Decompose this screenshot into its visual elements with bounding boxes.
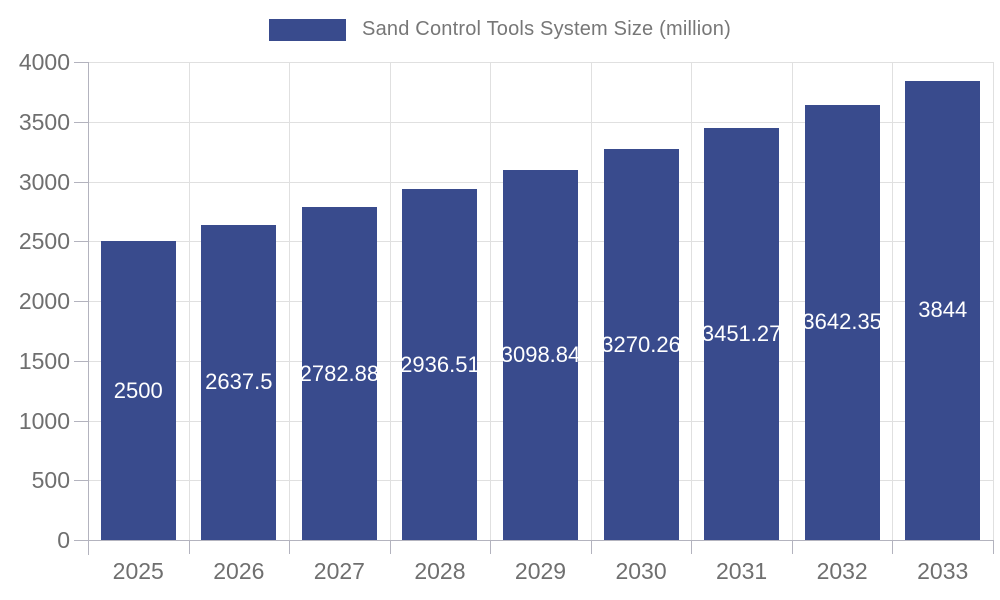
gridline-v <box>590 62 592 540</box>
y-tick <box>74 301 88 302</box>
x-tick <box>993 540 994 554</box>
x-axis-line <box>74 540 994 541</box>
x-tick-label: 2032 <box>816 558 868 584</box>
y-tick-label: 3000 <box>18 168 70 195</box>
x-tick-label: 2028 <box>414 558 466 584</box>
gridline-h <box>88 62 993 63</box>
x-tick-label: 2031 <box>716 558 768 584</box>
gridline-v <box>490 62 492 540</box>
bar: 3270.26 <box>603 149 679 540</box>
gridline-v <box>791 62 793 540</box>
x-tick <box>88 540 89 554</box>
bar: 3451.27 <box>704 127 780 540</box>
x-tick <box>289 540 291 554</box>
y-tick <box>74 540 88 541</box>
bar-value-label: 2637.5 <box>205 369 273 395</box>
gridline-v <box>993 62 994 540</box>
bar: 2500 <box>100 241 176 540</box>
y-tick <box>74 360 88 362</box>
x-tick <box>791 540 793 554</box>
gridline-h <box>88 121 993 123</box>
legend: Sand Control Tools System Size (million) <box>0 18 1000 41</box>
x-tick-label: 2027 <box>313 558 365 584</box>
y-tick-label: 1000 <box>18 407 70 434</box>
y-tick-label: 1500 <box>18 347 70 374</box>
bar-value-label: 2936.51 <box>402 351 478 377</box>
y-tick-label: 0 <box>57 527 70 553</box>
bar: 3642.35 <box>804 104 880 540</box>
bar-value-label: 3642.35 <box>804 309 880 335</box>
bar: 2782.88 <box>301 207 377 540</box>
x-tick <box>691 540 693 554</box>
x-tick-label: 2026 <box>213 558 265 584</box>
y-tick-label: 3500 <box>18 108 70 135</box>
gridline-v <box>691 62 693 540</box>
legend-label: Sand Control Tools System Size (million) <box>362 18 731 40</box>
bar-value-label: 3270.26 <box>603 331 679 357</box>
x-tick-label: 2030 <box>615 558 667 584</box>
x-tick <box>490 540 492 554</box>
y-tick-label: 4000 <box>18 49 70 75</box>
y-tick-label: 500 <box>31 467 70 494</box>
bar-value-label: 3844 <box>918 297 968 323</box>
bar: 3844 <box>905 80 981 540</box>
plot-area: 2500 2637.5 2782.88 2936.51 3098.84 3270.26 34… <box>88 62 994 540</box>
x-tick <box>590 540 592 554</box>
bar-value-label: 2782.88 <box>301 360 377 386</box>
y-tick <box>74 241 88 243</box>
y-tick <box>74 420 88 422</box>
y-tick-label: 2000 <box>18 288 70 314</box>
y-tick-label: 2500 <box>18 228 70 255</box>
bar-value-label: 3451.27 <box>704 320 780 346</box>
y-tick <box>74 181 88 183</box>
legend-swatch <box>269 18 347 41</box>
x-tick <box>389 540 391 554</box>
gridline-v <box>289 62 291 540</box>
x-tick-label: 2033 <box>917 558 969 584</box>
gridline-v <box>389 62 391 540</box>
bar-value-label: 3098.84 <box>503 341 578 367</box>
bar: 3098.84 <box>503 169 578 540</box>
x-tick-label: 2029 <box>514 558 567 584</box>
y-tick <box>74 121 88 123</box>
x-tick <box>188 540 190 554</box>
y-tick <box>74 62 88 63</box>
bar: 2936.51 <box>402 189 478 540</box>
x-tick-label: 2025 <box>112 558 164 584</box>
gridline-v <box>188 62 190 540</box>
bar-value-label: 2500 <box>113 377 163 403</box>
bar: 2637.5 <box>201 224 277 540</box>
y-axis-line <box>88 62 89 555</box>
y-tick <box>74 480 88 482</box>
x-tick <box>892 540 894 554</box>
gridline-v <box>892 62 894 540</box>
